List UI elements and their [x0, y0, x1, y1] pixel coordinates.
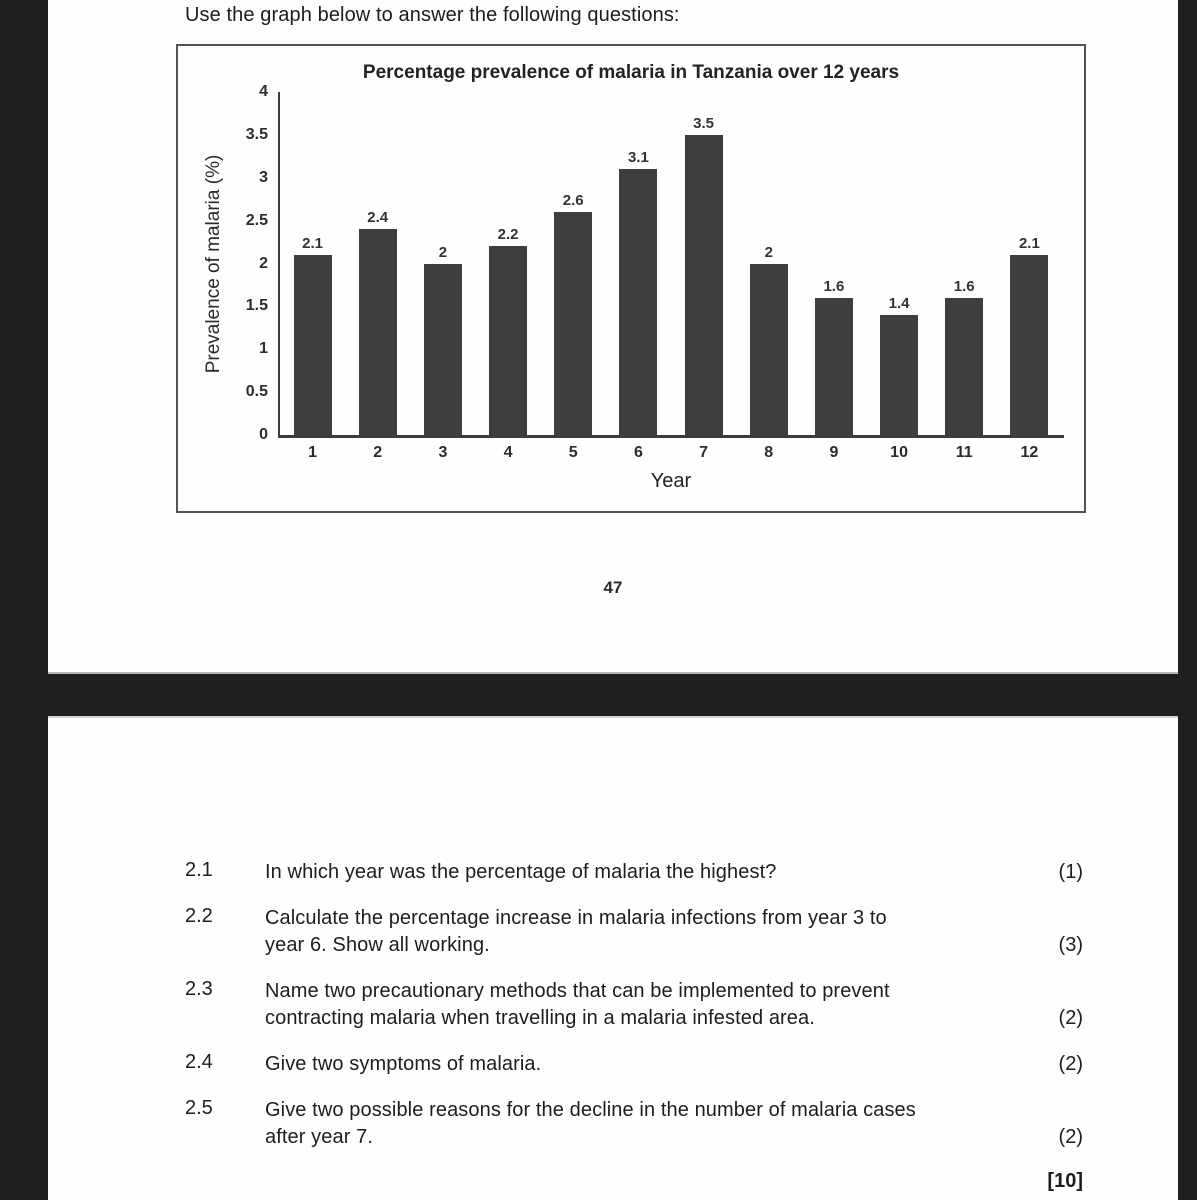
- question-text-line: Name two precautionary methods that can …: [265, 980, 890, 1002]
- bar-slot: 1.6: [932, 92, 997, 435]
- question-marks: (1): [1058, 861, 1083, 883]
- question-text-line: Give two symptoms of malaria.: [265, 1053, 542, 1075]
- bar-value-label: 1.6: [953, 277, 975, 295]
- question-row: 2.2 Calculate the percentage increase in …: [185, 905, 1083, 959]
- y-tick-label: 3.5: [245, 125, 268, 143]
- question-number: 2.3: [185, 978, 213, 1000]
- question-text-line: year 6. Show all working.: [265, 934, 490, 956]
- question-text-line: Calculate the percentage increase in mal…: [265, 907, 887, 929]
- bar: [423, 263, 462, 435]
- y-tick-label: 0: [259, 426, 268, 443]
- y-tick-label: 0.5: [245, 383, 268, 401]
- chart-title: Percentage prevalence of malaria in Tanz…: [362, 62, 900, 83]
- x-tick-label: 6: [633, 444, 643, 461]
- page-number: 47: [603, 578, 623, 597]
- bar: [619, 169, 658, 435]
- bar: [489, 246, 528, 435]
- bar-slot: 2.1: [280, 92, 345, 435]
- x-tick-label: 5: [568, 444, 578, 461]
- question-marks: (2): [1058, 1126, 1083, 1148]
- bar-slot: 2.1: [997, 92, 1062, 435]
- document-page-2: 2.1 In which year was the percentage of m…: [48, 716, 1178, 1200]
- bar-value-label: 2: [764, 243, 773, 261]
- bar-value-label: 3.5: [693, 114, 714, 132]
- total-marks: [10]: [1047, 1170, 1083, 1192]
- x-tick-label: 12: [1020, 444, 1039, 461]
- bar: [814, 297, 853, 435]
- x-tick-label: 1: [308, 444, 318, 461]
- bar: [293, 254, 332, 435]
- x-tick-label: 3: [438, 444, 448, 461]
- x-tick-label: 10: [890, 444, 908, 461]
- question-text: In which year was the percentage of mala…: [265, 859, 983, 886]
- bar-value-label: 2.2: [497, 226, 519, 244]
- x-axis-title: Year: [650, 470, 692, 492]
- bar-value-label: 1.6: [823, 277, 845, 295]
- question-text: Calculate the percentage increase in mal…: [265, 905, 983, 959]
- question-number: 2.4: [185, 1051, 213, 1073]
- x-tick-label: 8: [764, 444, 774, 461]
- y-axis-line: [278, 92, 280, 438]
- y-tick-label: 1.5: [245, 297, 268, 315]
- question-row: 2.5 Give two possible reasons for the dec…: [185, 1097, 1083, 1151]
- x-tick-label: 4: [503, 444, 513, 461]
- bar-value-label: 2.4: [367, 209, 389, 227]
- malaria-bar-chart: Percentage prevalence of malaria in Tanz…: [176, 44, 1086, 513]
- question-list: 2.1 In which year was the percentage of m…: [185, 859, 1083, 1193]
- document-page-1: Use the graph below to answer the follow…: [48, 0, 1178, 674]
- bar-value-label: 1.4: [888, 294, 910, 312]
- bar-value-label: 2.1: [302, 234, 323, 252]
- bar: [880, 314, 919, 435]
- question-marks: (2): [1058, 1007, 1083, 1029]
- question-marks: (2): [1058, 1053, 1083, 1075]
- bar-slot: 2.6: [541, 92, 606, 435]
- bar-slot: 2: [736, 92, 801, 435]
- instruction-text: Use the graph below to answer the follow…: [185, 4, 680, 26]
- bar-slot: 1.4: [867, 92, 932, 435]
- x-tick-label: 2: [373, 444, 383, 461]
- question-text: Name two precautionary methods that can …: [265, 978, 983, 1032]
- question-number: 2.1: [185, 859, 213, 881]
- x-tick-label: 9: [829, 444, 839, 461]
- question-row: 2.1 In which year was the percentage of m…: [185, 859, 1083, 886]
- question-row: 2.4 Give two symptoms of malaria. (2): [185, 1051, 1083, 1078]
- x-tick-label: 11: [955, 444, 973, 461]
- bar-slot: 3.1: [606, 92, 671, 435]
- question-text: Give two symptoms of malaria.: [265, 1051, 983, 1078]
- question-number: 2.5: [185, 1097, 213, 1119]
- x-axis-tick-labels: 1 2 3 4 5 6 7 8 9 10 11 12: [280, 444, 1062, 468]
- bar: [1010, 254, 1049, 435]
- bar-slot: 2: [410, 92, 475, 435]
- bars-layer: 2.1 2.4 2 2.2 2.6 3.1 3.5 2 1.6 1.4 1.6 2.1: [280, 92, 1062, 435]
- bar-slot: 3.5: [671, 92, 736, 435]
- x-tick-label: 7: [699, 444, 709, 461]
- bar-value-label: 3.1: [627, 149, 649, 167]
- bar-value-label: 2.6: [562, 192, 584, 210]
- question-row: 2.3 Name two precautionary methods that c…: [185, 978, 1083, 1032]
- x-axis-line: [278, 435, 1064, 438]
- bar-value-label: 2.1: [1018, 234, 1040, 252]
- bar: [945, 297, 984, 435]
- bar: [554, 212, 593, 435]
- question-text: Give two possible reasons for the declin…: [265, 1097, 983, 1151]
- y-tick-label: 4: [259, 83, 268, 100]
- question-text-line: after year 7.: [265, 1126, 374, 1148]
- question-marks: (3): [1058, 934, 1083, 956]
- bar-slot: 2.4: [345, 92, 410, 435]
- bar-slot: 2.2: [476, 92, 541, 435]
- bar: [749, 263, 788, 435]
- bar-value-label: 2: [438, 243, 448, 261]
- question-text-line: In which year was the percentage of mala…: [265, 861, 777, 883]
- question-text-line: contracting malaria when travelling in a…: [265, 1007, 815, 1029]
- question-number: 2.2: [185, 905, 213, 927]
- y-tick-label: 2.5: [245, 211, 268, 229]
- bar-slot: 1.6: [801, 92, 866, 435]
- bar: [358, 229, 397, 435]
- y-tick-label: 1: [259, 340, 268, 358]
- y-tick-label: 3: [259, 168, 268, 186]
- bar: [684, 134, 723, 435]
- y-tick-label: 2: [259, 254, 268, 272]
- question-text-line: Give two possible reasons for the declin…: [265, 1099, 916, 1121]
